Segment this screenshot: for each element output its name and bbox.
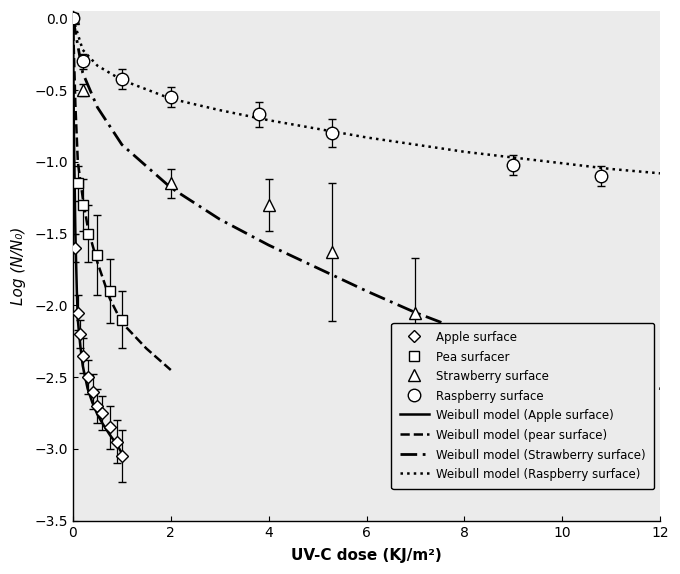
- Legend: Apple surface, Pea surfacer, Strawberry surface, Raspberry surface, Weibull mode: Apple surface, Pea surfacer, Strawberry …: [392, 323, 654, 489]
- Y-axis label: Log (N/N₀): Log (N/N₀): [11, 227, 26, 305]
- X-axis label: UV-C dose (KJ/m²): UV-C dose (KJ/m²): [291, 548, 442, 563]
